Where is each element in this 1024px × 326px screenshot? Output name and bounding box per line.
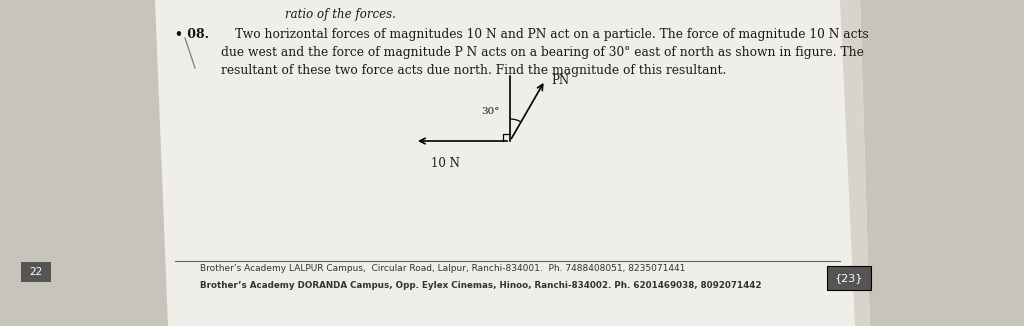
Text: Two horizontal forces of magnitudes 10 N and PN act on a particle. The force of : Two horizontal forces of magnitudes 10 N… <box>234 28 868 41</box>
Text: Brother’s Academy DORANDA Campus, Opp. Eylex Cinemas, Hinoo, Ranchi-834002. Ph. : Brother’s Academy DORANDA Campus, Opp. E… <box>200 281 762 290</box>
Text: ratio of the forces.: ratio of the forces. <box>285 8 396 21</box>
Polygon shape <box>840 0 870 326</box>
Text: 10 N: 10 N <box>430 157 460 170</box>
Text: 22: 22 <box>30 267 43 277</box>
Text: {23}: {23} <box>835 273 863 283</box>
Text: Brother’s Academy LALPUR Campus,  Circular Road, Lalpur, Ranchi-834001.  Ph. 748: Brother’s Academy LALPUR Campus, Circula… <box>200 264 685 273</box>
Text: resultant of these two force acts due north. Find the magnitude of this resultan: resultant of these two force acts due no… <box>221 64 726 77</box>
Text: • 08.: • 08. <box>175 28 209 41</box>
Polygon shape <box>155 0 870 326</box>
Text: 30°: 30° <box>480 107 500 115</box>
FancyBboxPatch shape <box>22 262 51 282</box>
FancyBboxPatch shape <box>827 266 871 290</box>
Text: due west and the force of magnitude P N acts on a bearing of 30° east of north a: due west and the force of magnitude P N … <box>221 46 864 59</box>
Text: PN: PN <box>551 74 569 87</box>
